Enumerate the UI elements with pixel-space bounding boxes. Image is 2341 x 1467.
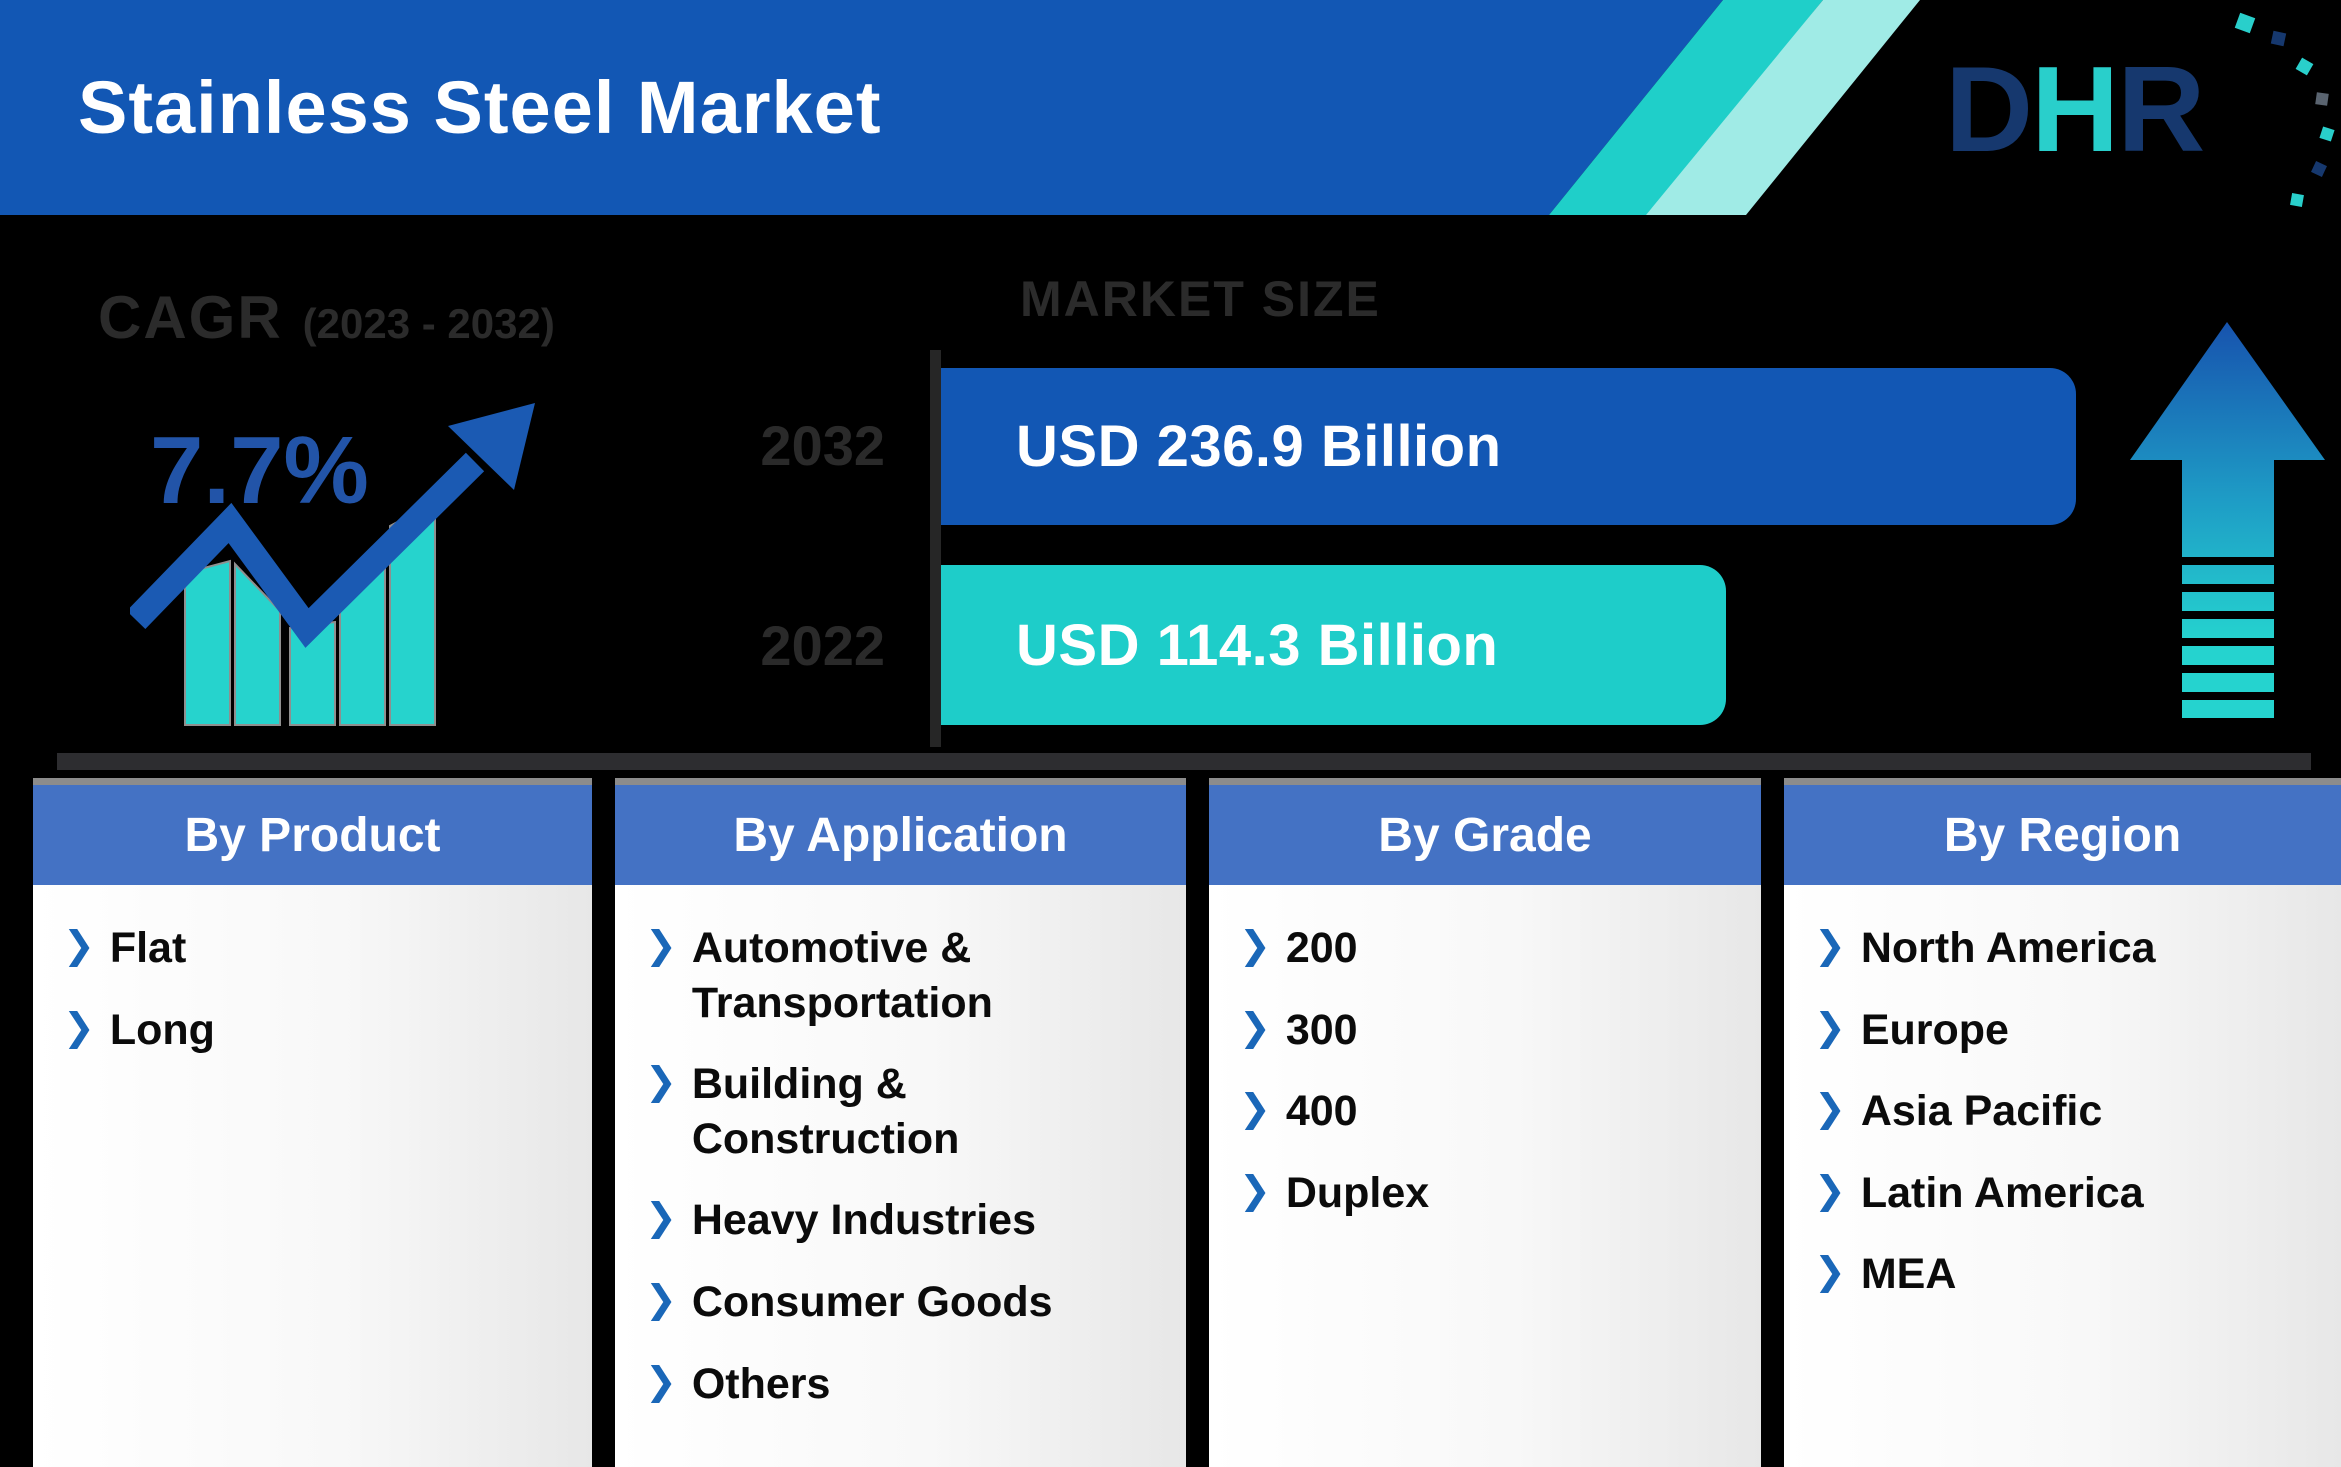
chevron-right-icon	[645, 1357, 677, 1407]
chevron-right-icon	[1814, 921, 1846, 971]
chevron-right-icon	[645, 1193, 677, 1243]
column-title: By Application	[733, 808, 1068, 862]
chevron-right-icon	[1814, 1247, 1846, 1297]
logo-dot-icon	[2315, 92, 2329, 106]
column-body: Flat Long	[33, 885, 592, 1467]
logo-dot-icon	[2290, 193, 2304, 207]
list-item: MEA	[1814, 1247, 2323, 1302]
list-item-label: Building & Construction	[691, 1060, 960, 1163]
logo-dot-icon	[2319, 126, 2335, 142]
list-item-label: Asia Pacific	[1860, 1087, 2103, 1136]
header-bar: Stainless Steel Market	[0, 0, 1723, 215]
list-item-label: MEA	[1860, 1250, 1957, 1299]
logo-dot-icon	[2234, 12, 2256, 34]
bar-year-label-2032: 2032	[760, 414, 885, 477]
list-item-label: 300	[1285, 1005, 1358, 1054]
column-body: North America Europe Asia Pacific Latin …	[1784, 885, 2341, 1467]
column-title: By Region	[1943, 808, 2182, 862]
chevron-right-icon	[645, 1275, 677, 1325]
list-item: Consumer Goods	[645, 1275, 1168, 1330]
list-item: Latin America	[1814, 1166, 2323, 1221]
column-body: Automotive & Transportation Building & C…	[615, 885, 1186, 1467]
logo-letter-h: H	[2031, 41, 2119, 177]
section-divider	[57, 753, 2311, 770]
bar-value-2032: USD 236.9 Billion	[1016, 414, 1502, 479]
cagr-period: (2023 - 2032)	[302, 300, 555, 347]
list-item: Heavy Industries	[645, 1193, 1168, 1248]
list-item: 400	[1239, 1084, 1743, 1139]
list-item-label: Europe	[1860, 1005, 2009, 1054]
list-item: Automotive & Transportation	[645, 921, 1168, 1030]
column-title: By Grade	[1378, 808, 1592, 862]
chevron-right-icon	[1814, 1166, 1846, 1216]
logo-dot-icon	[2270, 30, 2287, 47]
chevron-right-icon	[63, 1003, 95, 1053]
list-item-label: Heavy Industries	[691, 1196, 1036, 1245]
segment-column-grade: By Grade 200 300 400	[1209, 778, 1761, 1467]
segment-column-application: By Application Automotive & Transportati…	[615, 778, 1186, 1467]
chevron-right-icon	[1814, 1084, 1846, 1134]
list-item-label: North America	[1860, 924, 2156, 972]
list-item: Building & Construction	[645, 1057, 1168, 1166]
list-item-label: Consumer Goods	[691, 1278, 1053, 1327]
list-item-label: Others	[691, 1359, 831, 1408]
column-header: By Grade	[1209, 785, 1761, 885]
logo-dot-icon	[2295, 57, 2314, 76]
column-header: By Application	[615, 785, 1186, 885]
segment-column-product: By Product Flat Long	[33, 778, 592, 1467]
chevron-right-icon	[645, 1057, 677, 1107]
bar-value-2022: USD 114.3 Billion	[1016, 612, 1499, 678]
market-size-bar-2022: USD 114.3 Billion	[941, 565, 1726, 725]
chevron-right-icon	[1814, 1003, 1846, 1053]
list-item: 300	[1239, 1003, 1743, 1058]
chevron-right-icon	[1239, 1166, 1271, 1216]
chevron-right-icon	[1239, 1084, 1271, 1134]
market-size-bar-2032: USD 236.9 Billion	[941, 368, 2076, 525]
chevron-right-icon	[63, 921, 95, 971]
column-title: By Product	[184, 808, 441, 862]
cagr-heading: CAGR (2023 - 2032)	[98, 283, 555, 352]
up-arrow-icon	[2130, 322, 2325, 718]
dhr-logo: DHR	[1945, 48, 2205, 170]
chevron-right-icon	[1239, 921, 1271, 971]
list-item: Duplex	[1239, 1166, 1743, 1221]
chevron-right-icon	[645, 921, 677, 971]
market-size-heading: MARKET SIZE	[1020, 271, 1381, 327]
list-item-label: Automotive & Transportation	[691, 924, 993, 1027]
list-item: Europe	[1814, 1003, 2323, 1058]
list-item: Asia Pacific	[1814, 1084, 2323, 1139]
cagr-value: 7.7%	[150, 417, 369, 524]
column-body: 200 300 400 Duplex	[1209, 885, 1761, 1467]
list-item: Long	[63, 1003, 574, 1058]
logo-dot-icon	[2311, 161, 2327, 177]
logo-letter-r: R	[2117, 41, 2205, 177]
list-item-label: 400	[1285, 1087, 1358, 1136]
page-title: Stainless Steel Market	[78, 66, 882, 149]
column-header: By Region	[1784, 785, 2341, 885]
growth-chart-icon	[130, 403, 535, 726]
bar-year-label-2022: 2022	[760, 614, 885, 677]
list-item-label: Long	[109, 1005, 215, 1054]
list-item-label: Latin America	[1860, 1168, 2144, 1217]
list-item: North America	[1814, 921, 2323, 976]
segment-column-region: By Region North America Europe Asia Paci…	[1784, 778, 2341, 1467]
chart-axis-line	[930, 350, 941, 747]
list-item: 200	[1239, 921, 1743, 976]
cagr-label: CAGR	[98, 284, 283, 351]
list-item-label: 200	[1285, 924, 1358, 972]
list-item-label: Duplex	[1285, 1168, 1430, 1217]
chevron-right-icon	[1239, 1003, 1271, 1053]
list-item: Others	[645, 1357, 1168, 1412]
logo-letter-d: D	[1945, 41, 2033, 177]
list-item-label: Flat	[109, 924, 187, 972]
list-item: Flat	[63, 921, 574, 976]
column-header: By Product	[33, 785, 592, 885]
